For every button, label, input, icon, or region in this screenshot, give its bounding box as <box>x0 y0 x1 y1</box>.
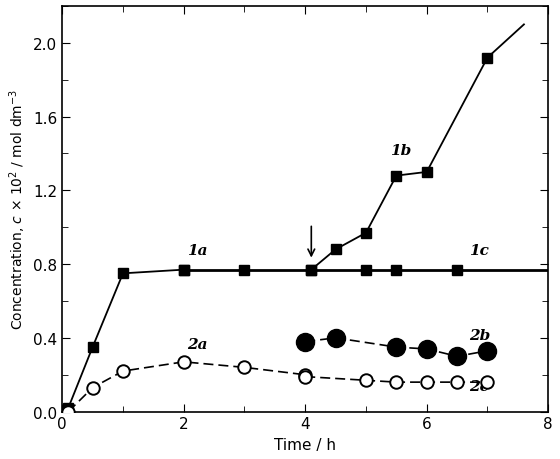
Y-axis label: Concentration, $c$ $\times$ 10$^{2}$ / mol dm$^{-3}$: Concentration, $c$ $\times$ 10$^{2}$ / m… <box>7 89 27 330</box>
Text: 2a: 2a <box>186 337 207 351</box>
Text: 1c: 1c <box>469 243 489 257</box>
X-axis label: Time / h: Time / h <box>274 437 336 452</box>
Text: 1a: 1a <box>186 243 207 257</box>
Text: 2c: 2c <box>469 380 489 393</box>
Text: 1b: 1b <box>390 144 412 158</box>
Text: 2b: 2b <box>469 328 491 342</box>
